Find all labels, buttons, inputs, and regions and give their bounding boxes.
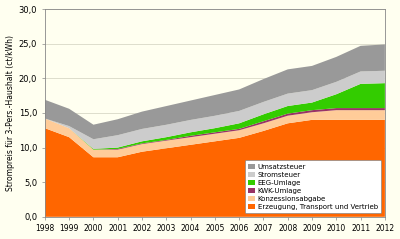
Legend: Umsatzsteuer, Stromsteuer, EEG-Umlage, KWK-Umlage, Konzessionsabgabe, Erzeugung,: Umsatzsteuer, Stromsteuer, EEG-Umlage, K…	[245, 160, 382, 213]
Y-axis label: Strompreis für 3-Pers.-Haushalt (ct/kWh): Strompreis für 3-Pers.-Haushalt (ct/kWh)	[6, 35, 14, 191]
